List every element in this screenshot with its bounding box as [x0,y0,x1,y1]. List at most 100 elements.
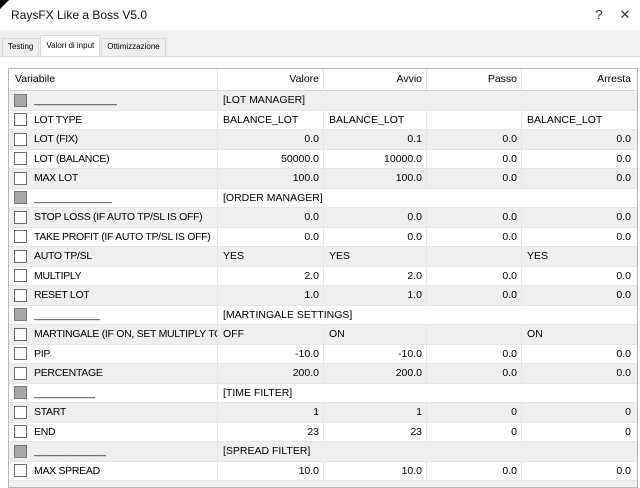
section-checkbox[interactable] [14,308,27,322]
value-cell[interactable]: 0.0 [217,227,323,246]
value-cell[interactable]: -10.0 [323,344,426,363]
value-cell[interactable]: 0.0 [521,461,635,480]
value-cell[interactable]: 0 [426,422,521,441]
value-cell[interactable]: 0.0 [521,227,635,246]
param-row[interactable]: START 1 1 0 0 [9,403,637,423]
value-cell[interactable]: 0.0 [426,149,521,168]
value-cell[interactable]: 200.0 [217,364,323,383]
param-row[interactable]: PIP -10.0 -10.0 0.0 0.0 [9,344,637,364]
value-cell[interactable]: 0.0 [323,227,426,246]
row-checkbox[interactable] [14,425,27,439]
value-cell[interactable]: 0.0 [426,364,521,383]
row-checkbox[interactable] [14,288,27,302]
value-cell[interactable]: 0.0 [426,130,521,149]
value-cell[interactable]: 0.0 [426,266,521,285]
tab-testing[interactable]: Testing [2,38,40,56]
value-cell[interactable]: 0 [521,422,635,441]
section-checkbox[interactable] [14,444,27,458]
row-checkbox[interactable] [14,464,27,478]
value-cell[interactable]: BALANCE_LOT [521,110,635,129]
close-icon[interactable]: ✕ [619,7,631,22]
section-checkbox[interactable] [14,93,27,107]
param-row[interactable]: AUTO TP/SL YES YES YES [9,247,637,267]
param-row[interactable]: TAKE PROFIT (IF AUTO TP/SL IS OFF) 0.0 0.0… [9,227,637,247]
param-row[interactable]: MAX SPREAD 10.0 10.0 0.0 0.0 [9,461,637,481]
param-row[interactable]: LOT (FIX) 0.0 0.1 0.0 0.0 [9,130,637,150]
tab-ottimizzazione[interactable]: Ottimizzazione [101,38,166,56]
param-row[interactable]: LOT (BALANCE) 50000.0 10000.0 0.0 0.0 [9,149,637,169]
row-checkbox[interactable] [14,249,27,263]
value-cell[interactable]: 1.0 [323,286,426,305]
param-row[interactable]: PERCENTAGE 200.0 200.0 0.0 0.0 [9,364,637,384]
value-cell[interactable]: 23 [323,422,426,441]
param-row[interactable]: MARTINGALE (IF ON, SET MULTIPLY TO 1) OFF… [9,325,637,345]
value-cell[interactable]: 0.0 [521,344,635,363]
value-cell[interactable]: 0.1 [323,130,426,149]
value-cell[interactable]: 100.0 [217,169,323,188]
value-cell[interactable]: 100.0 [323,169,426,188]
value-cell[interactable]: 23 [217,422,323,441]
value-cell[interactable]: 0.0 [217,208,323,227]
value-cell[interactable] [426,325,521,344]
value-cell[interactable]: 0.0 [426,169,521,188]
value-cell[interactable]: 0.0 [323,208,426,227]
value-cell[interactable]: 0.0 [426,344,521,363]
value-cell[interactable] [426,247,521,266]
value-cell[interactable]: 200.0 [323,364,426,383]
row-checkbox[interactable] [14,171,27,185]
value-cell[interactable]: 10.0 [217,461,323,480]
value-cell[interactable]: 0.0 [426,461,521,480]
value-cell[interactable]: 0.0 [217,130,323,149]
section-checkbox[interactable] [14,386,27,400]
param-row[interactable]: MULTIPLY 2.0 2.0 0.0 0.0 [9,266,637,286]
value-cell[interactable]: 0.0 [426,208,521,227]
value-cell[interactable]: 10000.0 [323,149,426,168]
row-checkbox[interactable] [14,210,27,224]
value-cell[interactable]: 2.0 [217,266,323,285]
value-cell[interactable]: 0.0 [521,130,635,149]
value-cell[interactable]: 0.0 [426,286,521,305]
value-cell[interactable]: OFF [217,325,323,344]
section-row[interactable]: ______________ [ORDER MANAGER] [9,188,637,208]
row-checkbox[interactable] [14,327,27,341]
value-cell[interactable]: BALANCE_LOT [217,110,323,129]
tab-valori-di-input[interactable]: Valori di input [40,35,101,56]
value-cell[interactable]: -10.0 [217,344,323,363]
value-cell[interactable]: 2.0 [323,266,426,285]
help-icon[interactable]: ? [595,7,603,22]
param-row[interactable]: STOP LOSS (IF AUTO TP/SL IS OFF) 0.0 0.0 0.… [9,208,637,228]
section-row[interactable]: ____________ [MARTINGALE SETTINGS] [9,305,637,325]
value-cell[interactable] [426,110,521,129]
row-checkbox[interactable] [14,113,27,127]
value-cell[interactable]: YES [217,247,323,266]
param-row[interactable]: LOT TYPE BALANCE_LOT BALANCE_LOT BALANCE_LO… [9,110,637,130]
param-row[interactable]: MAX LOT 100.0 100.0 0.0 0.0 [9,169,637,189]
value-cell[interactable]: 50000.0 [217,149,323,168]
param-row[interactable]: END 23 23 0 0 [9,422,637,442]
value-cell[interactable]: ON [521,325,635,344]
value-cell[interactable]: 0.0 [521,286,635,305]
row-checkbox[interactable] [14,347,27,361]
section-row[interactable]: ___________ [TIME FILTER] [9,383,637,403]
value-cell[interactable]: 1 [217,403,323,422]
row-checkbox[interactable] [14,132,27,146]
value-cell[interactable]: 1.0 [217,286,323,305]
row-checkbox[interactable] [14,230,27,244]
value-cell[interactable]: 0.0 [521,364,635,383]
value-cell[interactable]: 0.0 [521,169,635,188]
value-cell[interactable]: 0.0 [521,208,635,227]
section-row[interactable]: _______________ [LOT MANAGER] [9,91,637,111]
value-cell[interactable]: YES [521,247,635,266]
row-checkbox[interactable] [14,405,27,419]
value-cell[interactable]: 10.0 [323,461,426,480]
row-checkbox[interactable] [14,366,27,380]
param-row[interactable]: RESET LOT 1.0 1.0 0.0 0.0 [9,286,637,306]
value-cell[interactable]: ON [323,325,426,344]
value-cell[interactable]: BALANCE_LOT [323,110,426,129]
value-cell[interactable]: 0.0 [426,227,521,246]
value-cell[interactable]: 0 [426,403,521,422]
row-checkbox[interactable] [14,269,27,283]
value-cell[interactable]: 1 [323,403,426,422]
section-row[interactable]: _____________ [SPREAD FILTER] [9,442,637,462]
row-checkbox[interactable] [14,152,27,166]
